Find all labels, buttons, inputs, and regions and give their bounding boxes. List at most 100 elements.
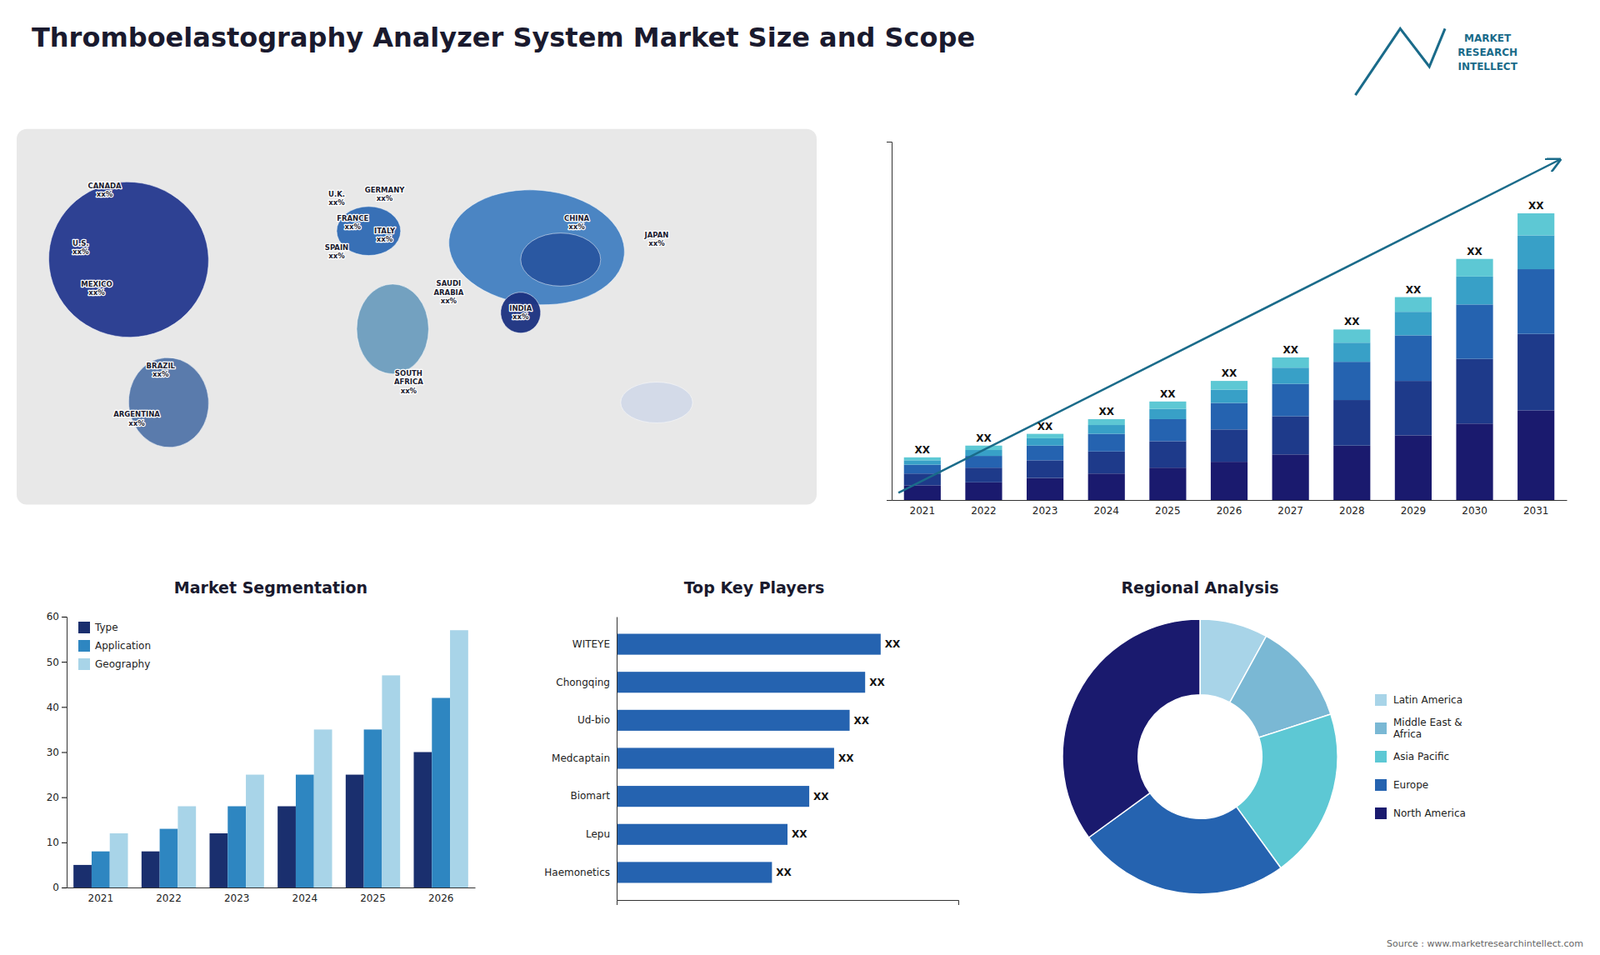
- tick: Lepu: [585, 828, 617, 840]
- bar: [616, 634, 881, 655]
- tick: WITEYE: [572, 638, 617, 650]
- bar-segment: [965, 482, 1002, 500]
- text-line: ARABIA: [433, 288, 464, 297]
- map-label: ITALYxx%: [374, 226, 396, 244]
- bar-segment: [1517, 235, 1555, 270]
- bar-segment: [1088, 473, 1125, 500]
- y-axis: 0102030405060: [46, 610, 68, 894]
- tick: Chongqing: [555, 676, 617, 689]
- bar: [616, 710, 850, 731]
- tick: 2030: [1461, 500, 1488, 517]
- map-label: BRAZILxx%: [146, 361, 176, 379]
- map-label: ARGENTINAxx%: [113, 410, 160, 427]
- bar: [345, 775, 365, 888]
- text-line: U.S.: [72, 239, 89, 248]
- bar-segment: [1149, 401, 1186, 410]
- bar: [381, 675, 400, 888]
- text-line: SPAIN: [325, 243, 349, 252]
- legend-swatch: [1375, 694, 1387, 706]
- bar: [295, 775, 315, 888]
- map-label: SOUTHAFRICAxx%: [394, 369, 424, 395]
- bar: [616, 671, 865, 693]
- region-asia: [444, 182, 630, 312]
- bar: [314, 729, 333, 888]
- bar: [414, 752, 433, 889]
- tick-label: 10: [46, 836, 60, 849]
- tick-label: 2021: [88, 892, 115, 905]
- bar-segment: [1026, 445, 1064, 461]
- tick-label: 30: [46, 746, 60, 759]
- data-label: XX: [838, 752, 855, 765]
- tick-label: 2027: [1277, 505, 1304, 517]
- tick: 2025: [1155, 500, 1181, 517]
- map-label: SAUDIARABIAxx%: [433, 279, 464, 305]
- bar-segment: [1088, 451, 1125, 474]
- bar: [245, 775, 265, 888]
- tick: 2026: [428, 887, 455, 905]
- tick: 2029: [1400, 500, 1427, 517]
- bar-segment: [1088, 434, 1125, 452]
- bar: [450, 630, 469, 888]
- tick: 2024: [292, 887, 319, 905]
- tick-label: Haemonetics: [544, 866, 610, 879]
- legend-item: Middle East &Africa: [1375, 716, 1463, 740]
- legend-swatch: [78, 658, 90, 670]
- bar-segment: [1333, 445, 1370, 500]
- tick: 2024: [1093, 500, 1120, 517]
- chart-title: Top Key Players: [684, 578, 825, 597]
- bar-segment: [1149, 467, 1186, 500]
- text-line: CHINA: [564, 214, 590, 223]
- text-line: ARGENTINA: [113, 410, 160, 419]
- bar: [91, 851, 110, 888]
- tick-mark: [61, 661, 67, 663]
- tick-label: WITEYE: [572, 638, 610, 650]
- tick: 50: [46, 656, 67, 669]
- text-line: INDIA: [509, 304, 532, 313]
- map-label: CHINAxx%: [564, 214, 590, 231]
- plot-area: [616, 634, 881, 884]
- x-axis: [617, 900, 960, 906]
- text-line: xx%: [648, 239, 665, 248]
- tick: 2025: [360, 887, 386, 905]
- text-line: xx%: [440, 296, 458, 305]
- region-china: [520, 233, 601, 287]
- bar-segment: [1272, 357, 1310, 368]
- tick-label: 40: [46, 701, 60, 714]
- logo-mark: [1355, 28, 1445, 95]
- bar-segment: [1026, 434, 1064, 439]
- bar-segment: [1455, 359, 1493, 425]
- tick: 2023: [1032, 500, 1059, 517]
- map-label: U.S.xx%: [72, 239, 90, 256]
- legend: Latin AmericaMiddle East &AfricaAsia Pac…: [1375, 694, 1466, 820]
- text-line: AFRICA: [394, 377, 424, 386]
- text-line: xx%: [400, 386, 418, 395]
- tick-label: Biomart: [570, 790, 610, 802]
- text-line: FRANCE: [336, 214, 369, 223]
- tick-label: Lepu: [585, 828, 610, 840]
- tick: 30: [46, 746, 67, 759]
- text-line: MARKET: [1464, 32, 1512, 45]
- bar-segment: [1272, 384, 1310, 417]
- text-line: BRAZIL: [146, 361, 176, 370]
- tick: 2021: [88, 887, 115, 905]
- tick: 2023: [224, 887, 250, 905]
- bar-segment: [1149, 419, 1186, 441]
- text-line: xx%: [344, 222, 361, 231]
- text-line: GERMANY: [365, 185, 405, 195]
- tick-label: 2031: [1523, 505, 1550, 517]
- legend-label: Geography: [95, 658, 150, 670]
- tick-label: 2022: [155, 892, 182, 905]
- bar: [364, 729, 383, 888]
- text-line: JAPAN: [644, 230, 670, 240]
- tick: 2026: [1216, 500, 1243, 517]
- legend: TypeApplicationGeography: [78, 621, 151, 670]
- tick: 60: [46, 610, 67, 623]
- bar-segment: [1455, 276, 1493, 305]
- legend-item: Application: [78, 640, 151, 652]
- tick-label: 2030: [1461, 505, 1488, 517]
- tick-label: Ud-bio: [577, 714, 610, 726]
- grouped-bar-chart: 2021202220232024202520260102030405060Mar…: [46, 578, 476, 905]
- data-label: XX: [791, 828, 808, 840]
- tick: Ud-bio: [577, 714, 617, 726]
- data-label: XX: [869, 676, 885, 689]
